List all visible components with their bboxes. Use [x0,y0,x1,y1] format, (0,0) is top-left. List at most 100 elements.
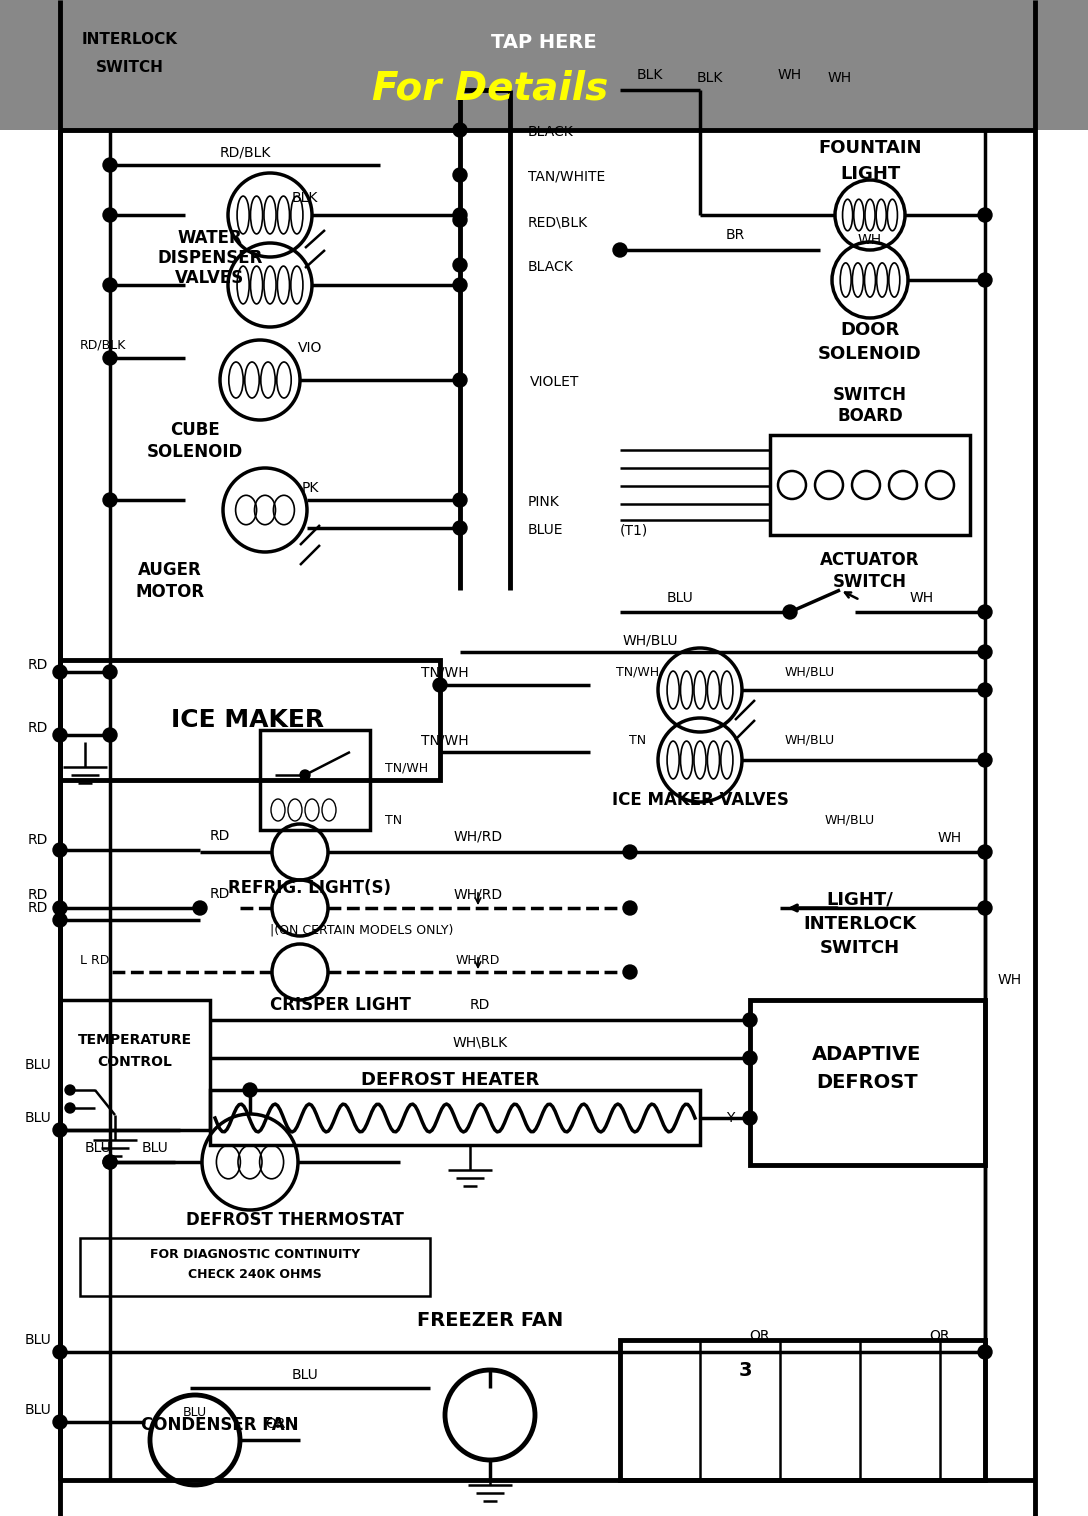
Text: OR: OR [264,1417,285,1431]
Text: DEFROST THERMOSTAT: DEFROST THERMOSTAT [186,1211,404,1229]
Circle shape [53,843,67,857]
Circle shape [978,753,992,767]
Text: RD: RD [28,722,48,735]
Text: FOUNTAIN: FOUNTAIN [818,139,922,158]
Circle shape [743,1013,757,1026]
Text: RD: RD [470,998,491,1013]
Circle shape [613,243,627,258]
Text: WH/RD: WH/RD [454,887,503,901]
Circle shape [103,158,118,171]
Circle shape [53,1123,67,1137]
Text: TEMPERATURE: TEMPERATURE [78,1032,193,1048]
Text: VALVES: VALVES [175,268,245,287]
Text: PK: PK [301,481,319,496]
Circle shape [103,1155,118,1169]
Text: SOLENOID: SOLENOID [147,443,243,461]
Text: 3: 3 [739,1360,752,1380]
Text: L RD: L RD [81,954,110,967]
Text: RD/BLK: RD/BLK [81,338,126,352]
Text: TN/WH: TN/WH [421,666,469,679]
Circle shape [103,728,118,741]
Text: CUBE: CUBE [170,421,220,440]
Text: BLU: BLU [141,1142,169,1155]
Text: BLU: BLU [25,1402,51,1417]
Text: REFRIG. LIGHT(S): REFRIG. LIGHT(S) [228,879,392,897]
Text: TN/WH: TN/WH [617,666,659,679]
Circle shape [103,493,118,506]
Text: DEFROST: DEFROST [816,1072,918,1092]
Circle shape [978,844,992,860]
Text: WH/BLU: WH/BLU [784,734,836,746]
Circle shape [978,1345,992,1358]
Text: AUGER: AUGER [138,561,202,579]
Circle shape [103,208,118,221]
Text: SWITCH: SWITCH [820,938,900,957]
Text: RD: RD [210,829,231,843]
Circle shape [978,684,992,697]
Circle shape [103,277,118,293]
Circle shape [743,1111,757,1125]
Text: TN: TN [385,814,403,826]
Text: WATER: WATER [177,229,243,247]
Text: DISPENSER: DISPENSER [158,249,262,267]
Circle shape [978,644,992,659]
Text: WH: WH [998,973,1022,987]
Text: RED\BLK: RED\BLK [528,215,589,229]
Text: BLK: BLK [696,71,724,85]
Text: TN/WH: TN/WH [421,734,469,747]
Bar [750,1001,985,1164]
Text: INTERLOCK: INTERLOCK [82,32,178,47]
Text: OR: OR [750,1330,770,1343]
Text: BLACK: BLACK [528,261,573,274]
Circle shape [453,214,467,227]
Text: WH: WH [778,68,802,82]
Circle shape [53,901,67,916]
Text: RD: RD [28,888,48,902]
Circle shape [743,1051,757,1066]
Text: WH: WH [938,831,962,844]
Circle shape [453,168,467,182]
Text: BLU: BLU [183,1405,207,1419]
Text: RD/BLK: RD/BLK [220,146,271,159]
Circle shape [53,1345,67,1358]
Text: |(ON CERTAIN MODELS ONLY): |(ON CERTAIN MODELS ONLY) [270,923,454,937]
Text: BLACK: BLACK [528,124,573,139]
Text: BLU: BLU [85,1142,111,1155]
Circle shape [453,123,467,136]
Text: WH\BLK: WH\BLK [453,1035,508,1051]
Text: LIGHT: LIGHT [840,165,900,183]
Circle shape [783,605,798,619]
Circle shape [623,844,636,860]
Text: BLU: BLU [292,1367,319,1383]
Bar [210,1090,700,1145]
Circle shape [978,901,992,916]
Text: ACTUATOR: ACTUATOR [820,550,919,568]
Text: RD: RD [28,658,48,672]
Circle shape [453,522,467,535]
Text: WH/BLU: WH/BLU [784,666,836,679]
Text: WH/RD: WH/RD [456,954,500,967]
Text: Y: Y [726,1111,734,1125]
Circle shape [453,373,467,387]
Bar [620,1340,985,1480]
Text: RD: RD [28,832,48,847]
Text: BLK: BLK [292,191,318,205]
Circle shape [300,770,310,781]
Circle shape [978,605,992,619]
Circle shape [978,273,992,287]
Text: RD: RD [210,887,231,901]
Text: WH/RD: WH/RD [454,829,503,843]
Text: TN: TN [630,734,646,746]
Text: (T1): (T1) [620,523,648,537]
Text: SOLENOID: SOLENOID [818,346,922,362]
Text: BLU: BLU [667,591,693,605]
Text: VIOLET: VIOLET [530,374,580,390]
Circle shape [453,208,467,221]
Text: CONDENSER FAN: CONDENSER FAN [141,1416,299,1434]
Text: INTERLOCK: INTERLOCK [803,916,916,932]
Text: CRISPER LIGHT: CRISPER LIGHT [270,996,410,1014]
Text: TAP HERE: TAP HERE [491,32,597,52]
Text: CONTROL: CONTROL [98,1055,172,1069]
Circle shape [65,1104,75,1113]
Text: PINK: PINK [528,496,559,509]
